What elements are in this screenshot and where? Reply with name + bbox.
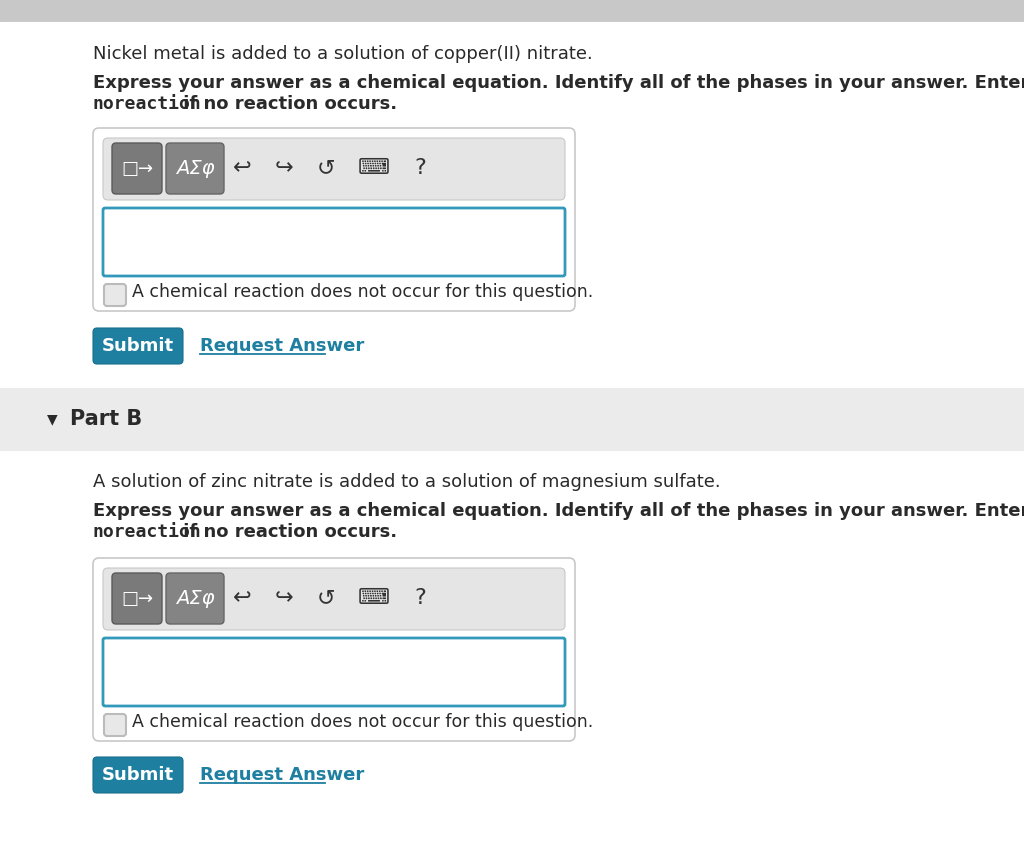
Text: ΑΣφ: ΑΣφ: [176, 589, 214, 608]
Bar: [0, 450, 1024, 851]
FancyBboxPatch shape: [104, 714, 126, 736]
Text: Nickel metal is added to a solution of copper(II) nitrate.: Nickel metal is added to a solution of c…: [93, 45, 593, 63]
FancyBboxPatch shape: [112, 143, 162, 194]
Bar: [0, 0, 1024, 22]
Text: noreaction: noreaction: [93, 95, 202, 113]
Text: ?: ?: [414, 158, 426, 179]
Text: Request Answer: Request Answer: [200, 337, 365, 355]
FancyBboxPatch shape: [93, 558, 575, 741]
Text: ⌨: ⌨: [358, 158, 390, 179]
Text: ▼: ▼: [47, 412, 57, 426]
Text: ↩: ↩: [232, 158, 251, 179]
Text: if no reaction occurs.: if no reaction occurs.: [177, 95, 397, 113]
Text: Express your answer as a chemical equation. Identify all of the phases in your a: Express your answer as a chemical equati…: [93, 74, 1024, 92]
Text: A chemical reaction does not occur for this question.: A chemical reaction does not occur for t…: [132, 713, 593, 731]
Text: Submit: Submit: [102, 337, 174, 355]
Text: if no reaction occurs.: if no reaction occurs.: [177, 523, 397, 541]
FancyBboxPatch shape: [103, 638, 565, 706]
FancyBboxPatch shape: [93, 328, 183, 364]
Text: ΑΣφ: ΑΣφ: [176, 159, 214, 178]
Bar: [0, 22, 1024, 410]
FancyBboxPatch shape: [112, 573, 162, 624]
FancyBboxPatch shape: [93, 757, 183, 793]
Text: noreaction: noreaction: [93, 523, 202, 541]
Text: Request Answer: Request Answer: [200, 766, 365, 784]
Text: ↪: ↪: [274, 158, 293, 179]
Text: Express your answer as a chemical equation. Identify all of the phases in your a: Express your answer as a chemical equati…: [93, 502, 1024, 520]
FancyBboxPatch shape: [103, 208, 565, 276]
Text: ⌨: ⌨: [358, 589, 390, 608]
Text: A chemical reaction does not occur for this question.: A chemical reaction does not occur for t…: [132, 283, 593, 301]
FancyBboxPatch shape: [104, 284, 126, 306]
Text: A solution of zinc nitrate is added to a solution of magnesium sulfate.: A solution of zinc nitrate is added to a…: [93, 473, 721, 491]
Bar: [0, 388, 1024, 450]
Text: ↺: ↺: [316, 158, 335, 179]
FancyBboxPatch shape: [166, 143, 224, 194]
Text: □→: □→: [121, 159, 153, 178]
FancyBboxPatch shape: [166, 573, 224, 624]
FancyBboxPatch shape: [103, 568, 565, 630]
Text: ?: ?: [414, 589, 426, 608]
Text: □→: □→: [121, 590, 153, 608]
Text: ↪: ↪: [274, 589, 293, 608]
FancyBboxPatch shape: [103, 138, 565, 200]
Text: Part B: Part B: [70, 409, 142, 429]
Text: Submit: Submit: [102, 766, 174, 784]
Text: ↩: ↩: [232, 589, 251, 608]
FancyBboxPatch shape: [93, 128, 575, 311]
Text: ↺: ↺: [316, 589, 335, 608]
